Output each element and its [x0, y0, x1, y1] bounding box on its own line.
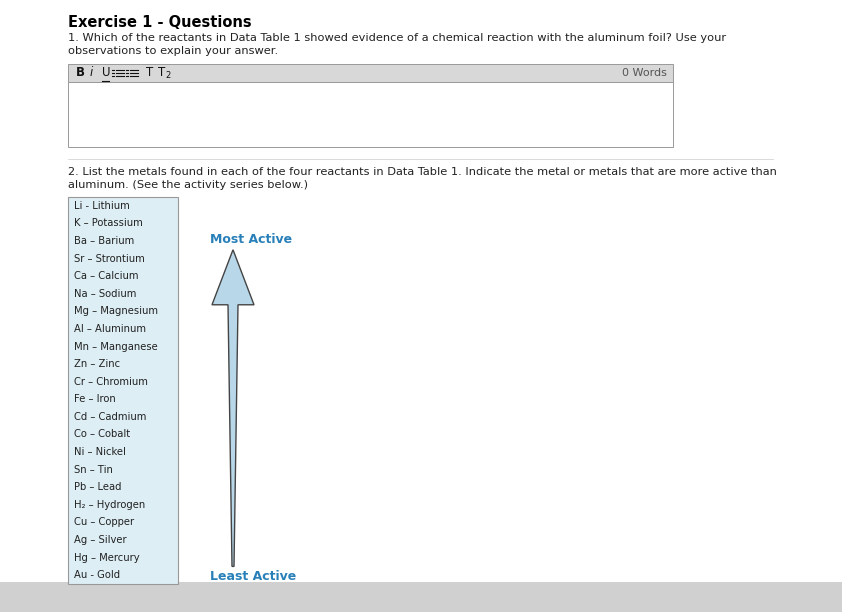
Text: 1. Which of the reactants in Data Table 1 showed evidence of a chemical reaction: 1. Which of the reactants in Data Table … [68, 33, 726, 43]
Text: K – Potassium: K – Potassium [74, 218, 143, 228]
Text: observations to explain your answer.: observations to explain your answer. [68, 46, 278, 56]
Bar [68, 197, 178, 584]
Text: 2. List the metals found in each of the four reactants in Data Table 1. Indicate: 2. List the metals found in each of the … [68, 167, 777, 177]
Text: Na – Sodium: Na – Sodium [74, 289, 136, 299]
Text: Ca – Calcium: Ca – Calcium [74, 271, 138, 281]
Text: Mg – Magnesium: Mg – Magnesium [74, 307, 158, 316]
Text: Cd – Cadmium: Cd – Cadmium [74, 412, 147, 422]
Text: Sr – Strontium: Sr – Strontium [74, 253, 145, 264]
Text: Most Active: Most Active [210, 233, 292, 246]
Text: T: T [158, 67, 165, 80]
Text: H₂ – Hydrogen: H₂ – Hydrogen [74, 500, 146, 510]
Bar [68, 64, 673, 82]
Text: Fe – Iron: Fe – Iron [74, 394, 115, 405]
Text: Exercise 1 - Questions: Exercise 1 - Questions [68, 15, 252, 30]
Bar [0, 582, 842, 612]
Text: Ba – Barium: Ba – Barium [74, 236, 134, 246]
Text: Cr – Chromium: Cr – Chromium [74, 377, 148, 387]
Text: Al – Aluminum: Al – Aluminum [74, 324, 146, 334]
Text: Hg – Mercury: Hg – Mercury [74, 553, 140, 562]
Text: aluminum. (See the activity series below.): aluminum. (See the activity series below… [68, 180, 308, 190]
Text: 2: 2 [165, 70, 170, 80]
Text: Pb – Lead: Pb – Lead [74, 482, 121, 492]
Text: Sn – Tin: Sn – Tin [74, 465, 113, 475]
Text: Ag – Silver: Ag – Silver [74, 535, 126, 545]
Text: T: T [146, 67, 153, 80]
Text: B: B [76, 67, 85, 80]
Text: i: i [90, 67, 93, 80]
Text: Zn – Zinc: Zn – Zinc [74, 359, 120, 369]
Polygon shape [212, 250, 254, 567]
Text: Co – Cobalt: Co – Cobalt [74, 430, 131, 439]
Text: Mn – Manganese: Mn – Manganese [74, 341, 157, 351]
Text: Least Active: Least Active [210, 570, 296, 583]
Bar [68, 82, 673, 147]
Text: Li - Lithium: Li - Lithium [74, 201, 130, 211]
Text: Au - Gold: Au - Gold [74, 570, 120, 580]
Text: U: U [102, 67, 110, 80]
Text: 0 Words: 0 Words [622, 68, 667, 78]
Text: Ni – Nickel: Ni – Nickel [74, 447, 125, 457]
Text: Cu – Copper: Cu – Copper [74, 517, 134, 528]
